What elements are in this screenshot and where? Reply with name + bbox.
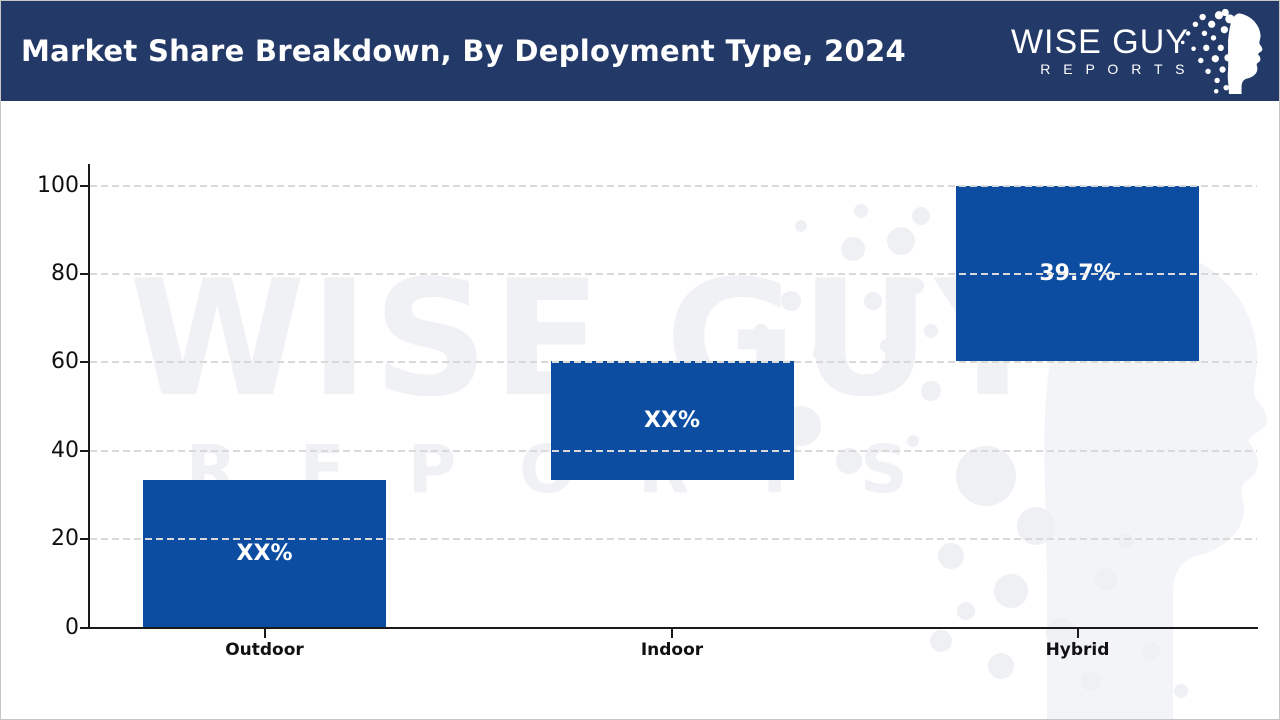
- bar-outdoor: XX%: [143, 479, 386, 628]
- wiseguy-logo-text: WISE GUY R E P O R T S: [1010, 22, 1189, 78]
- bar-value-label: XX%: [644, 408, 700, 434]
- bar-indoor: XX%: [550, 361, 794, 480]
- bar-hybrid: 39.7%: [956, 185, 1199, 362]
- wiseguy-logo: WISE GUY R E P O R T S: [1011, 7, 1271, 95]
- wiseguy-head-icon: [1180, 8, 1263, 94]
- bar-value-label: 39.7%: [1039, 260, 1116, 286]
- bar-value-label: XX%: [236, 541, 293, 567]
- logo-subtitle: R E P O R T S: [1040, 61, 1189, 78]
- logo-wordmark: WISE GUY: [1010, 22, 1189, 61]
- header-band: Market Share Breakdown, By Deployment Ty…: [1, 1, 1279, 101]
- page-title: Market Share Breakdown, By Deployment Ty…: [21, 34, 906, 68]
